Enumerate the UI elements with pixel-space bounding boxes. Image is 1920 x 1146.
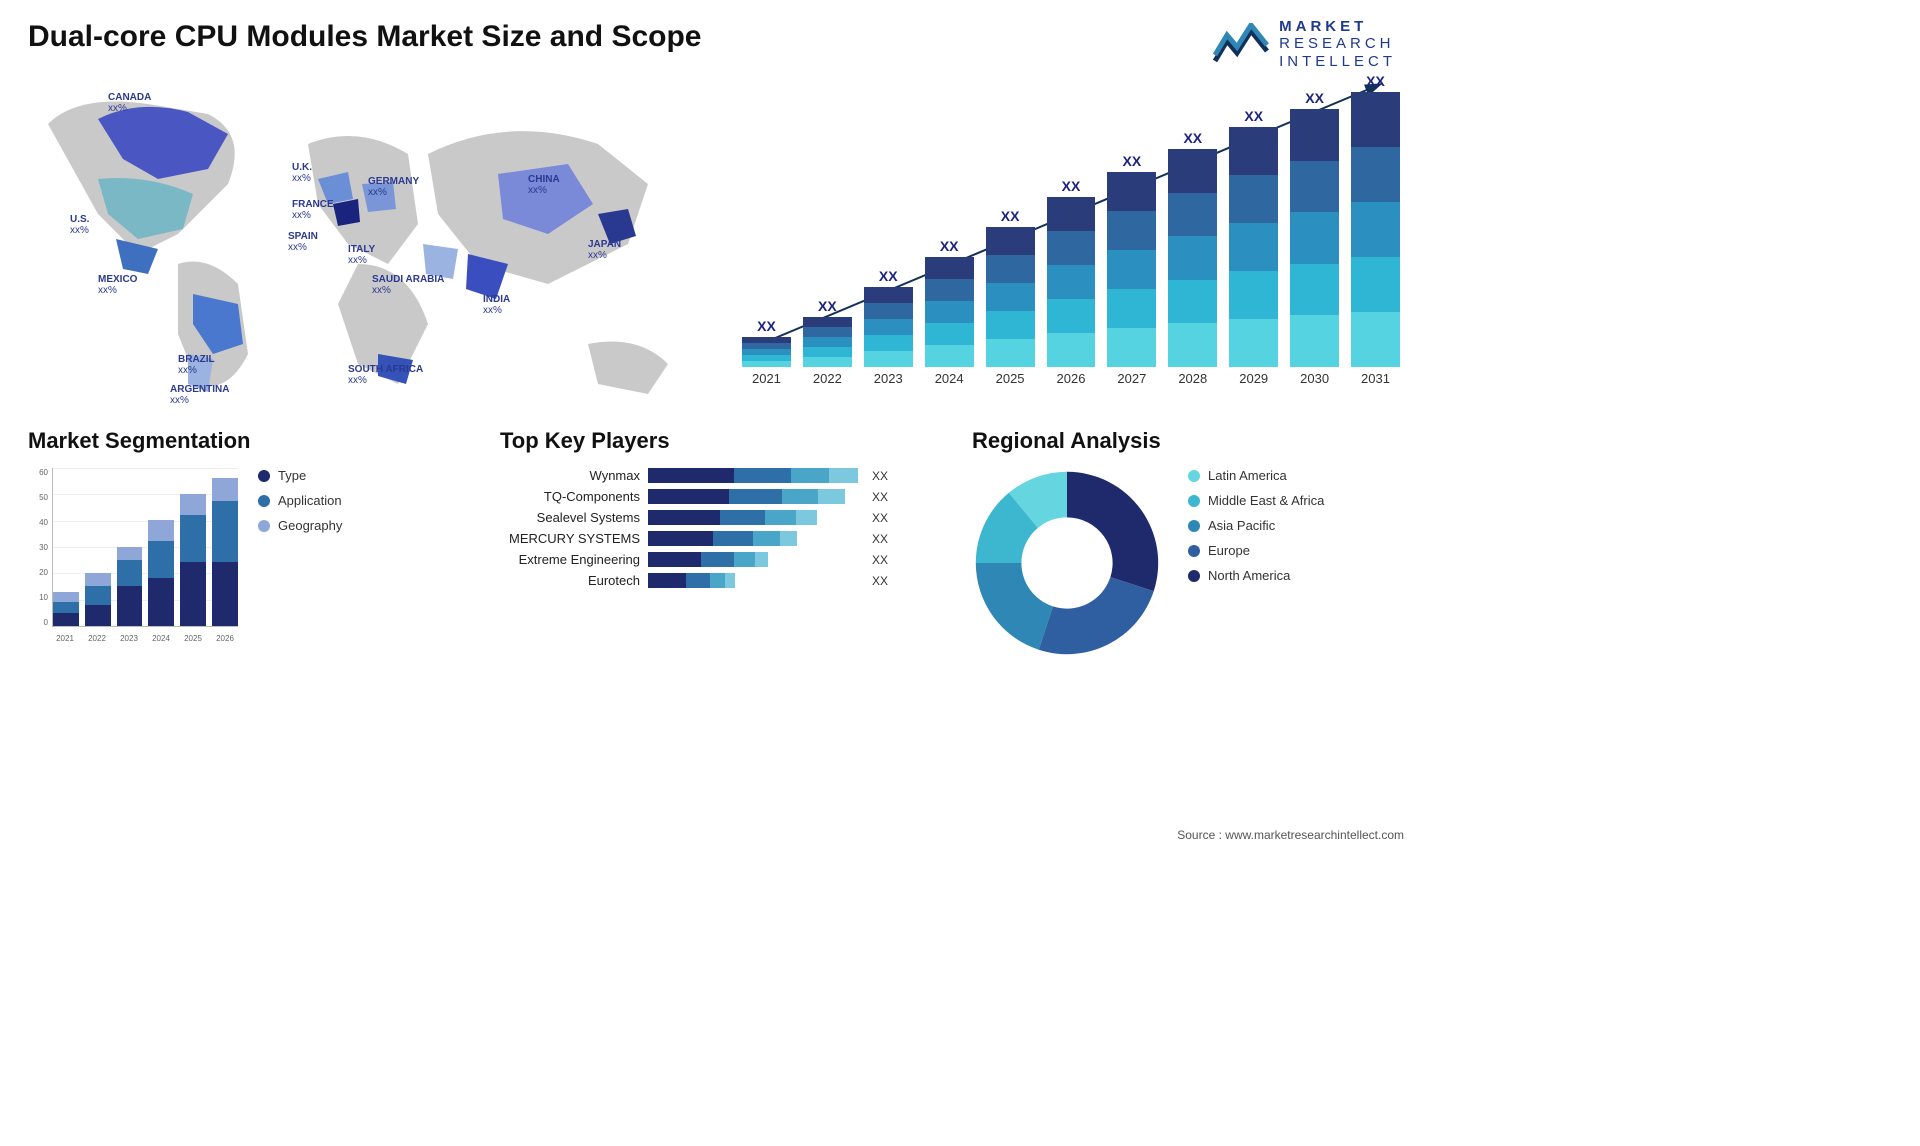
- player-row: Extreme EngineeringXX: [500, 552, 932, 567]
- legend-item: Latin America: [1188, 468, 1324, 483]
- players-section: Top Key Players WynmaxXX TQ-ComponentsXX S…: [500, 428, 932, 658]
- source-label: Source : www.marketresearchintellect.com: [1177, 828, 1404, 842]
- world-map: CANADAxx% U.S.xx% MEXICOxx% BRAZILxx% ARGENT…: [28, 64, 698, 404]
- segmentation-title: Market Segmentation: [28, 428, 460, 454]
- segmentation-section: Market Segmentation 0102030405060 202120…: [28, 428, 460, 658]
- page-title: Dual-core CPU Modules Market Size and Sc…: [28, 20, 1404, 54]
- map-label: SAUDI ARABIAxx%: [372, 274, 444, 296]
- regional-section: Regional Analysis Latin America Middle Ea…: [972, 428, 1404, 658]
- legend-item: Middle East & Africa: [1188, 493, 1324, 508]
- logo-line1: MARKET: [1279, 18, 1396, 35]
- player-row: Sealevel SystemsXX: [500, 510, 932, 525]
- map-label: INDIAxx%: [483, 294, 510, 316]
- map-svg: [28, 64, 698, 404]
- logo-mark-icon: [1213, 23, 1269, 65]
- seg-bar: [85, 573, 111, 626]
- seg-bar: [180, 494, 206, 626]
- growth-bar: XX2026: [1047, 178, 1096, 386]
- players-title: Top Key Players: [500, 428, 932, 454]
- donut-slice: [1067, 472, 1158, 591]
- growth-bar: XX2031: [1351, 73, 1400, 386]
- player-row: TQ-ComponentsXX: [500, 489, 932, 504]
- regional-legend: Latin America Middle East & Africa Asia Pa…: [1188, 468, 1324, 583]
- seg-bar: [148, 520, 174, 626]
- growth-bar: XX2025: [986, 208, 1035, 386]
- map-label: CANADAxx%: [108, 92, 151, 114]
- growth-bar: XX2022: [803, 298, 852, 386]
- seg-bar: [53, 592, 79, 626]
- growth-bar: XX2027: [1107, 153, 1156, 386]
- map-label: MEXICOxx%: [98, 274, 137, 296]
- map-label: SPAINxx%: [288, 231, 318, 253]
- growth-chart: XX2021XX2022XX2023XX2024XX2025XX2026XX20…: [738, 64, 1404, 404]
- legend-item: North America: [1188, 568, 1324, 583]
- donut-slice: [1039, 577, 1154, 654]
- segmentation-legend: Type Application Geography: [258, 468, 342, 643]
- map-label: BRAZILxx%: [178, 354, 215, 376]
- map-label: U.K.xx%: [292, 162, 312, 184]
- growth-bar: XX2021: [742, 318, 791, 386]
- map-label: FRANCExx%: [292, 199, 334, 221]
- growth-bar: XX2024: [925, 238, 974, 386]
- players-chart: WynmaxXX TQ-ComponentsXX Sealevel SystemsX…: [500, 468, 932, 588]
- map-label: SOUTH AFRICAxx%: [348, 364, 423, 386]
- regional-donut: [972, 468, 1162, 658]
- regional-title: Regional Analysis: [972, 428, 1404, 454]
- seg-bar: [117, 547, 143, 627]
- growth-bar: XX2029: [1229, 108, 1278, 386]
- map-label: GERMANYxx%: [368, 176, 419, 198]
- seg-bar: [212, 478, 238, 626]
- player-row: EurotechXX: [500, 573, 932, 588]
- legend-item: Geography: [258, 518, 342, 533]
- map-label: JAPANxx%: [588, 239, 621, 261]
- segmentation-chart: 0102030405060 202120222023202420252026: [28, 468, 238, 643]
- donut-slice: [976, 563, 1053, 650]
- growth-bar: XX2028: [1168, 130, 1217, 386]
- logo-line2: RESEARCH: [1279, 35, 1396, 52]
- legend-item: Europe: [1188, 543, 1324, 558]
- legend-item: Type: [258, 468, 342, 483]
- legend-item: Application: [258, 493, 342, 508]
- growth-bar: XX2030: [1290, 90, 1339, 386]
- brand-logo: MARKET RESEARCH INTELLECT: [1213, 18, 1396, 70]
- map-label: ARGENTINAxx%: [170, 384, 229, 406]
- map-label: ITALYxx%: [348, 244, 375, 266]
- player-row: WynmaxXX: [500, 468, 932, 483]
- map-label: U.S.xx%: [70, 214, 89, 236]
- player-row: MERCURY SYSTEMSXX: [500, 531, 932, 546]
- growth-bar: XX2023: [864, 268, 913, 386]
- legend-item: Asia Pacific: [1188, 518, 1324, 533]
- map-label: CHINAxx%: [528, 174, 560, 196]
